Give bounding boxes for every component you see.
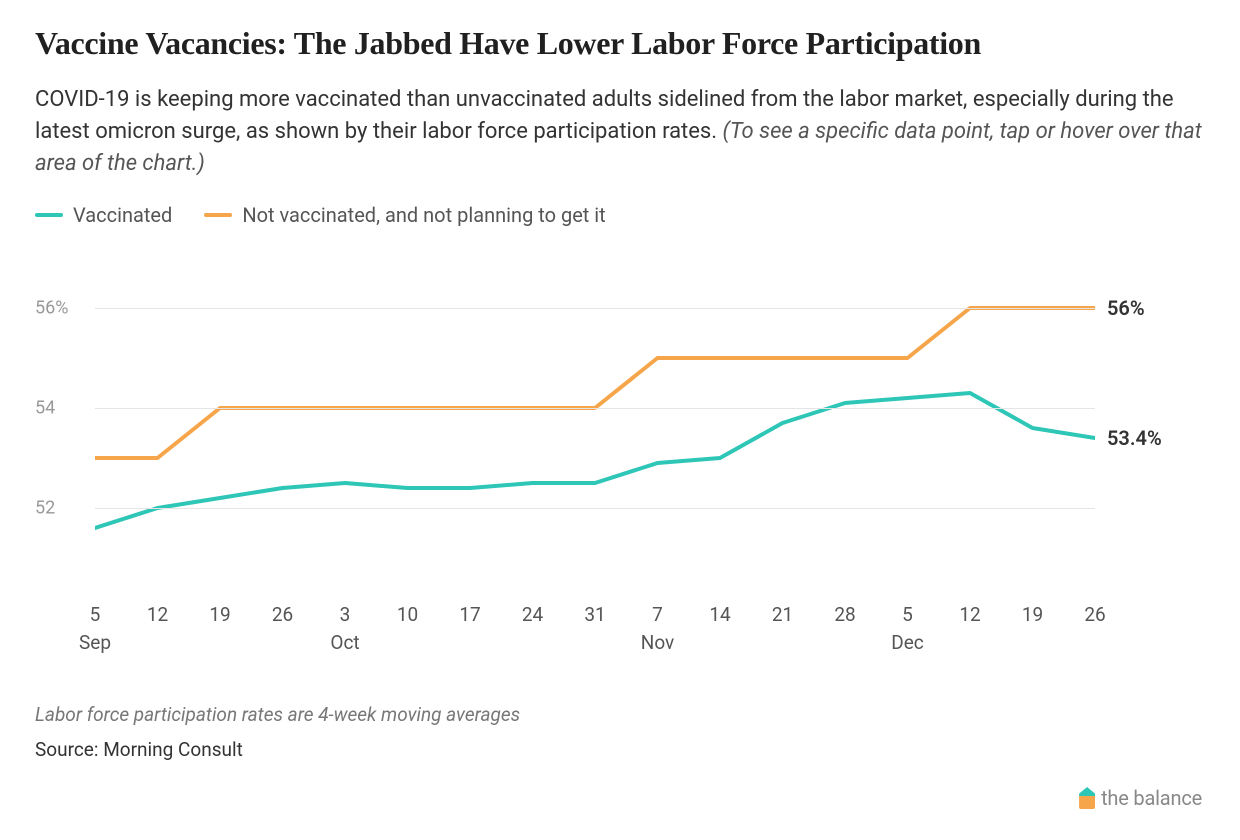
brand-text: the balance: [1101, 786, 1202, 810]
x-axis-label: 19: [209, 603, 230, 626]
x-axis-label: 3: [340, 603, 351, 626]
legend-item-not-vaccinated: Not vaccinated, and not planning to get …: [204, 203, 605, 227]
x-axis-label: 12: [959, 603, 980, 626]
legend: Vaccinated Not vaccinated, and not plann…: [35, 203, 1205, 227]
y-axis-label: 54: [35, 398, 55, 419]
gridline: [95, 408, 1095, 409]
chart-footnote: Labor force participation rates are 4-we…: [35, 703, 1205, 726]
x-axis-label: 12: [147, 603, 168, 626]
legend-swatch: [204, 213, 232, 217]
gridline: [95, 508, 1095, 509]
x-axis-label: 21: [772, 603, 793, 626]
y-axis-label: 56%: [35, 298, 68, 319]
x-axis-label: 26: [272, 603, 293, 626]
x-axis-month-label: Sep: [79, 631, 111, 654]
chart-source: Source: Morning Consult: [35, 738, 1205, 761]
legend-label: Not vaccinated, and not planning to get …: [242, 203, 605, 227]
x-axis-label: 17: [459, 603, 480, 626]
legend-item-vaccinated: Vaccinated: [35, 203, 172, 227]
series-end-label: 56%: [1107, 296, 1145, 320]
x-axis-label: 7: [652, 603, 663, 626]
series-end-label: 53.4%: [1107, 426, 1162, 450]
chart-title: Vaccine Vacancies: The Jabbed Have Lower…: [35, 25, 1205, 62]
x-axis-label: 5: [90, 603, 101, 626]
chart-area[interactable]: 52 54 56% 56% 53.4% 5 12 19 26 3 10 17 24 31 7 14 21 28 5 1…: [35, 283, 1195, 663]
legend-swatch: [35, 213, 63, 217]
chart-plot: [95, 283, 1095, 583]
x-axis-label: 26: [1084, 603, 1105, 626]
legend-label: Vaccinated: [73, 203, 172, 227]
x-axis-label: 24: [522, 603, 543, 626]
x-axis-label: 5: [902, 603, 913, 626]
x-axis-month-label: Dec: [891, 631, 924, 654]
x-axis-label: 28: [834, 603, 855, 626]
x-axis-label: 14: [709, 603, 730, 626]
series-line: [95, 308, 1095, 458]
x-axis-month-label: Oct: [330, 631, 359, 654]
x-axis-month-label: Nov: [641, 631, 674, 654]
brand-logo: the balance: [1079, 786, 1202, 810]
x-axis-label: 10: [397, 603, 418, 626]
y-axis-label: 52: [35, 498, 55, 519]
x-axis-label: 19: [1022, 603, 1043, 626]
brand-mark-icon: [1079, 787, 1095, 809]
chart-subtitle: COVID-19 is keeping more vaccinated than…: [35, 84, 1205, 180]
gridline: [95, 308, 1095, 309]
x-axis-label: 31: [584, 603, 605, 626]
